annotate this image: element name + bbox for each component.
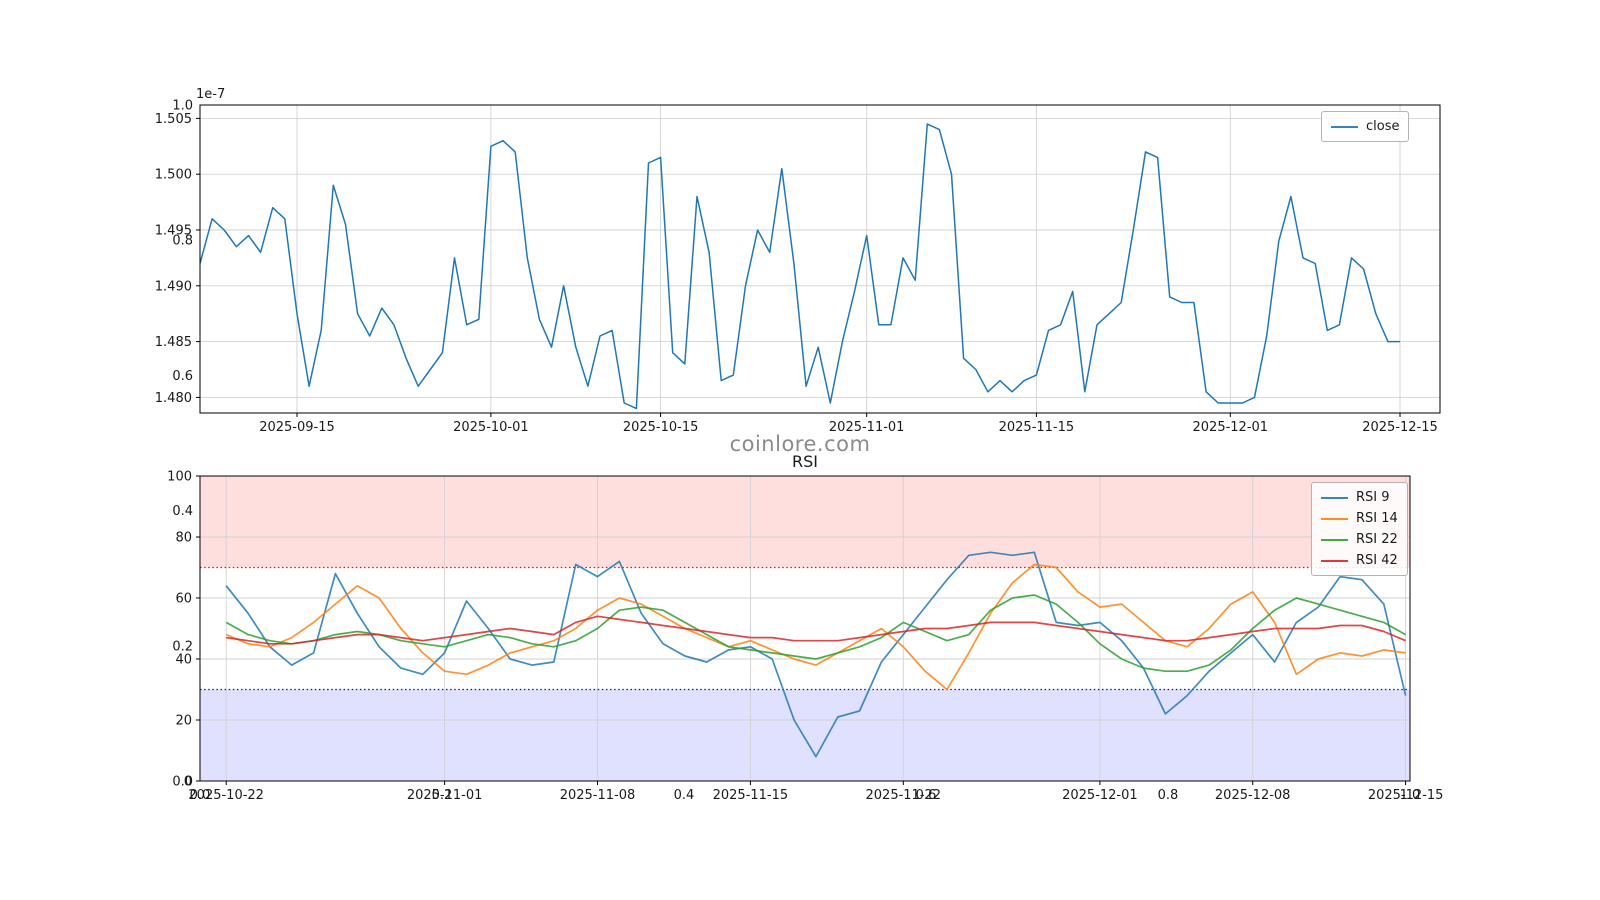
y-axis-offset-label: 1e-7: [196, 87, 226, 102]
oversold-band: [200, 689, 1410, 781]
y-tick-label: 100: [167, 470, 192, 485]
y-tick-label: 60: [175, 592, 192, 607]
legend-item-close: close: [1331, 116, 1399, 137]
y-tick-label: 80: [175, 531, 192, 546]
y-tick-label: 1.490: [155, 279, 192, 294]
x-tick-label: 2025-10-01: [453, 420, 529, 435]
x-tick-label: 2025-12-01: [1062, 788, 1138, 803]
overlay-y-tick-label: 0.4: [172, 504, 193, 519]
x-tick-label: 2025-11-22: [866, 788, 942, 803]
x-tick-label: 2025-10-22: [188, 788, 264, 803]
x-tick-label: 2025-11-01: [407, 788, 483, 803]
close-line-swatch: [1331, 125, 1358, 128]
overlay-x-tick-label: 0.4: [674, 788, 695, 803]
line-rsi-14: [225, 563, 1406, 691]
rsi-42-line-swatch: [1321, 559, 1348, 562]
legend-label-close: close: [1366, 119, 1400, 134]
overlay-x-tick-label: 0.6: [916, 788, 937, 803]
overbought-band: [200, 476, 1410, 568]
x-tick-label: 2025-11-01: [829, 420, 905, 435]
legend-label-rsi-42: RSI 42: [1356, 553, 1398, 568]
y-tick-label: 0: [184, 775, 192, 790]
overlay-x-tick-label: 0.0: [190, 788, 211, 803]
legend-label-rsi-9: RSI 9: [1356, 490, 1390, 505]
x-tick-label: 2025-11-15: [713, 788, 789, 803]
legend-item-rsi-42: RSI 42: [1321, 550, 1398, 571]
overlay-x-tick-label: 0.2: [432, 788, 453, 803]
line-close: [200, 123, 1400, 410]
y-tick-label: 1.500: [155, 168, 192, 183]
x-tick-label: 2025-11-08: [560, 788, 636, 803]
legend-label-rsi-14: RSI 14: [1356, 511, 1398, 526]
rsi-22-line-swatch: [1321, 538, 1348, 541]
overlay-x-tick-label: 1.0: [1400, 788, 1421, 803]
legend-label-rsi-22: RSI 22: [1356, 532, 1398, 547]
overlay-y-tick-label: 0.8: [172, 234, 193, 249]
rsi-chart-title: RSI: [792, 452, 818, 471]
x-tick-label: 2025-11-15: [999, 420, 1075, 435]
price-legend: close: [1321, 111, 1410, 142]
overlay-y-tick-label: 0.2: [172, 639, 193, 654]
watermark: coinlore.com: [729, 432, 871, 456]
overlay-y-tick-label: 1.0: [172, 99, 193, 114]
line-rsi-42: [226, 615, 1406, 645]
x-tick-label: 2025-12-01: [1193, 420, 1269, 435]
legend-item-rsi-14: RSI 14: [1321, 508, 1398, 529]
rsi-chart: 2025-10-22 2025-11-01 2025-11-08 2025-11-15…: [167, 470, 1443, 804]
rsi-legend: RSI 9 RSI 14 RSI 22 RSI 42: [1311, 482, 1408, 576]
y-tick-label: 40: [175, 653, 192, 668]
overlay-y-tick-label: 0.0: [172, 775, 193, 790]
line-rsi-22: [225, 594, 1407, 673]
overlay-y-tick-label: 0.6: [172, 369, 193, 384]
rsi-9-line-swatch: [1321, 496, 1348, 499]
y-tick-label: 1.485: [155, 335, 192, 350]
line-rsi-9: [225, 551, 1407, 758]
x-tick-label: 2025-12-15: [1362, 420, 1438, 435]
legend-item-rsi-22: RSI 22: [1321, 529, 1398, 550]
x-tick-label: 2025-12-15: [1368, 788, 1444, 803]
y-tick-label: 1.495: [155, 224, 192, 239]
overlay-x-tick-label: 0.8: [1158, 788, 1179, 803]
x-tick-label: 2025-09-15: [259, 420, 335, 435]
price-chart: 2025-09-15 2025-10-01 2025-10-15 2025-11-01…: [155, 104, 1441, 435]
x-tick-label: 2025-10-15: [623, 420, 699, 435]
y-tick-label: 1.505: [155, 112, 192, 127]
x-tick-label: 2025-12-08: [1215, 788, 1291, 803]
legend-item-rsi-9: RSI 9: [1321, 487, 1398, 508]
y-tick-label: 20: [175, 714, 192, 729]
rsi-14-line-swatch: [1321, 517, 1348, 520]
y-tick-label: 1.480: [155, 391, 192, 406]
